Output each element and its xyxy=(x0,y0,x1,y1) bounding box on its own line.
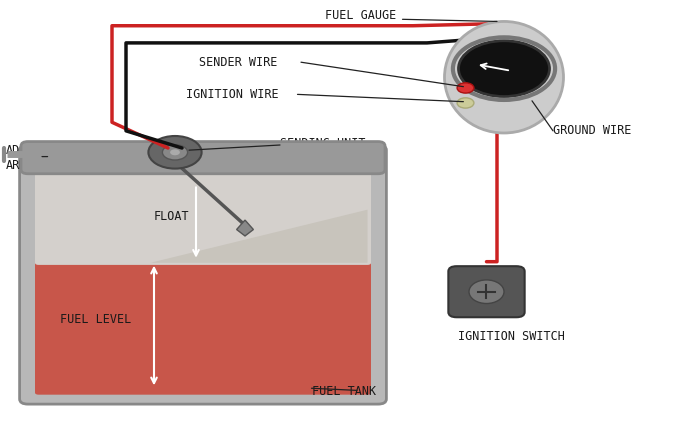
Text: FUEL GAUGE: FUEL GAUGE xyxy=(325,9,396,21)
Text: FUEL LEVEL: FUEL LEVEL xyxy=(60,313,131,326)
Text: FUEL TANK: FUEL TANK xyxy=(312,385,376,398)
Text: IGNITION WIRE: IGNITION WIRE xyxy=(186,88,278,101)
Circle shape xyxy=(457,98,474,108)
FancyBboxPatch shape xyxy=(448,266,525,317)
FancyBboxPatch shape xyxy=(35,261,371,395)
Circle shape xyxy=(148,136,202,169)
Ellipse shape xyxy=(469,280,504,304)
Ellipse shape xyxy=(444,21,564,133)
Circle shape xyxy=(457,83,474,93)
Circle shape xyxy=(458,41,550,97)
FancyBboxPatch shape xyxy=(35,159,371,265)
Text: IGNITION SWITCH: IGNITION SWITCH xyxy=(458,330,566,343)
Text: GROUND WIRE: GROUND WIRE xyxy=(553,124,631,137)
Polygon shape xyxy=(150,210,368,263)
FancyBboxPatch shape xyxy=(21,142,385,174)
Text: SENDER WIRE: SENDER WIRE xyxy=(199,56,278,69)
Circle shape xyxy=(170,149,180,155)
FancyBboxPatch shape xyxy=(20,145,386,404)
Polygon shape xyxy=(237,220,253,236)
Text: SENDING UNIT: SENDING UNIT xyxy=(280,137,365,150)
Text: FLOAT: FLOAT xyxy=(154,210,190,223)
Text: ADJUSTABLE
ARM: ADJUSTABLE ARM xyxy=(6,144,77,172)
Circle shape xyxy=(162,145,188,160)
